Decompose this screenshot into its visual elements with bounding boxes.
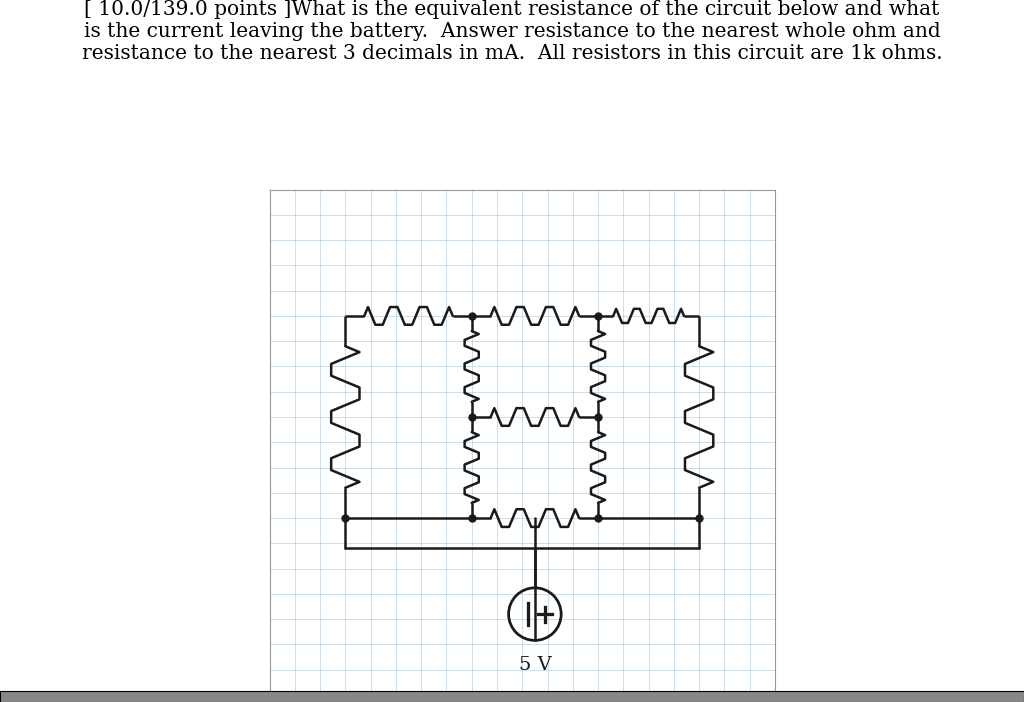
Text: [ 10.0/139.0 points ]What is the equivalent resistance of the circuit below and : [ 10.0/139.0 points ]What is the equival… [82, 0, 942, 63]
Text: 5 V: 5 V [518, 656, 551, 673]
